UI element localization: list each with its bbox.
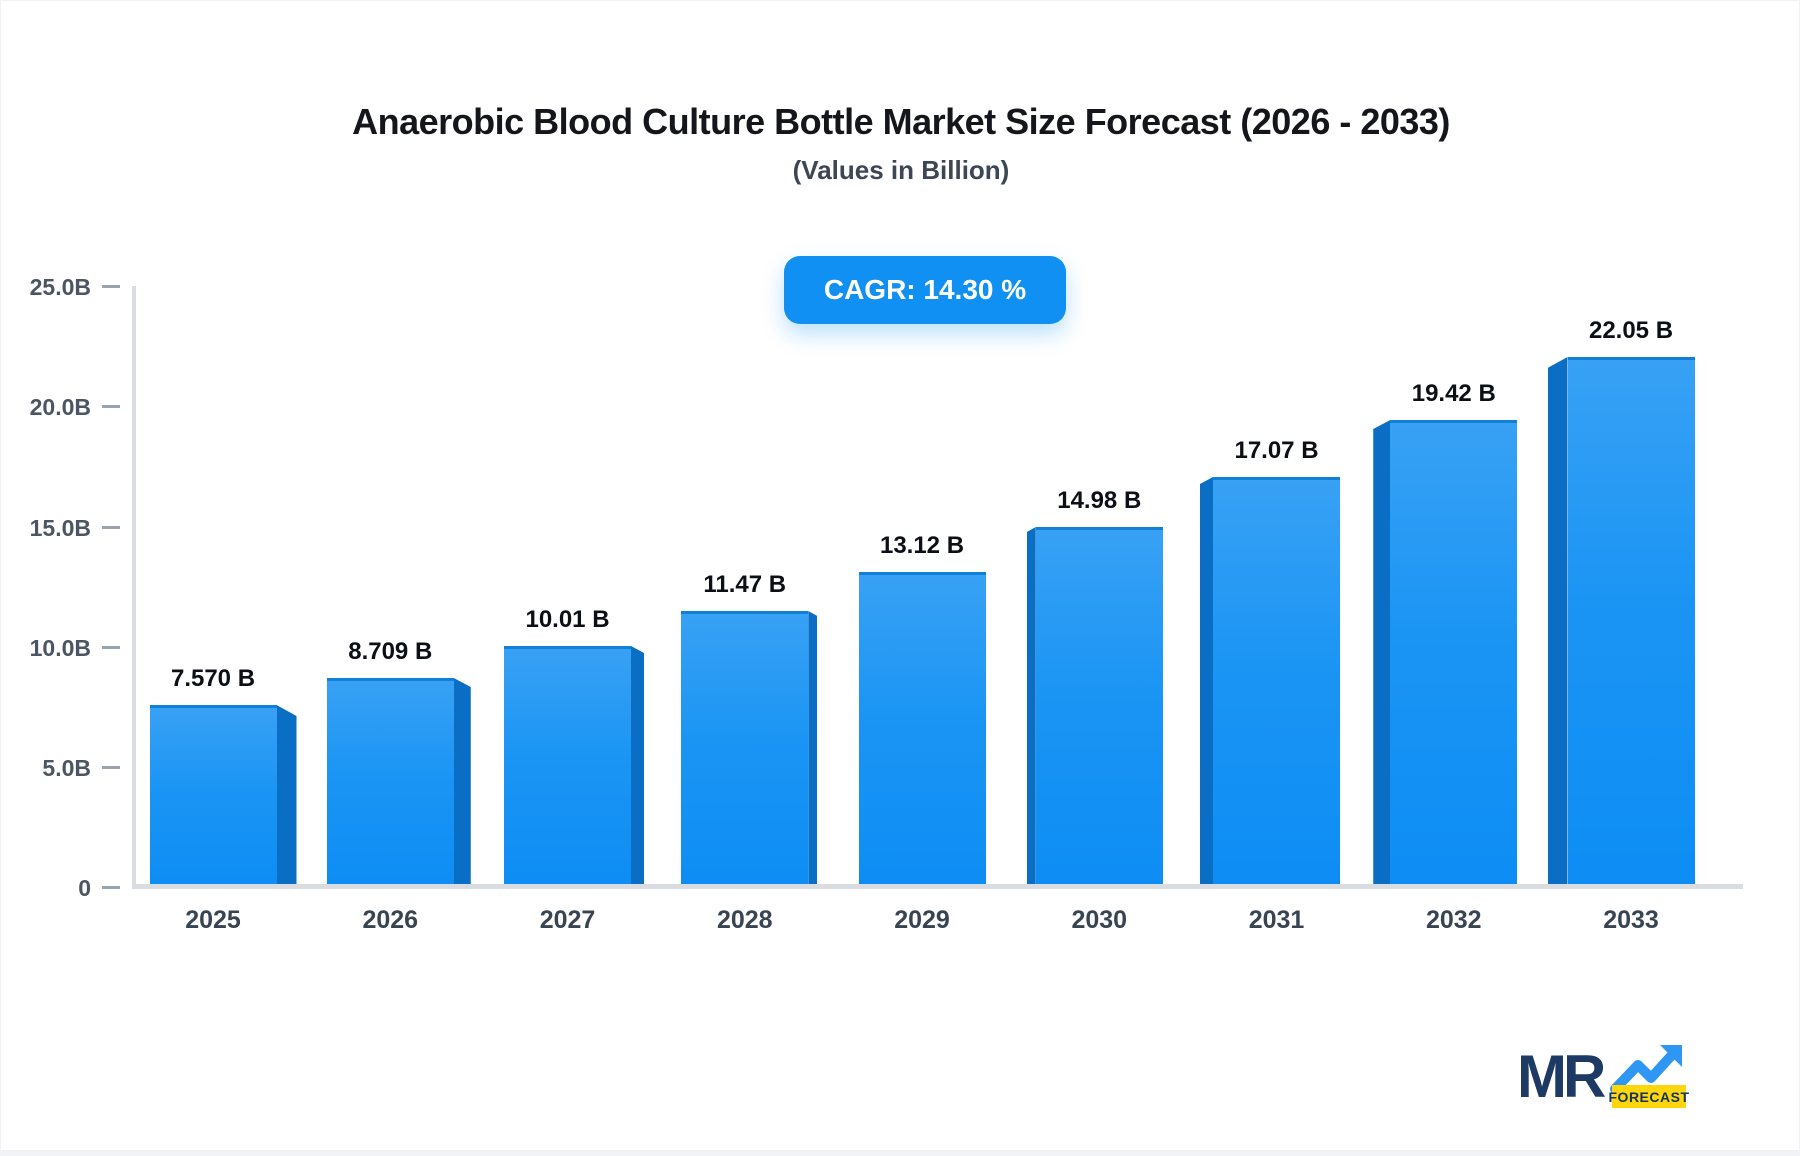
bar-side-2025 xyxy=(276,705,297,887)
logo-arrow-icon xyxy=(1610,1051,1676,1094)
x-axis-baseline xyxy=(132,884,1743,889)
y-tick-mark xyxy=(102,886,120,889)
bar-2033 xyxy=(1567,357,1695,887)
bar-value-label: 14.98 B xyxy=(1057,487,1142,514)
logo-mr-text: MR xyxy=(1519,1043,1606,1110)
y-tick-mark xyxy=(102,646,120,649)
mr-forecast-logo-graphic: MR FORECAST xyxy=(1517,1043,1690,1110)
mr-forecast-logo: MR FORECAST xyxy=(1517,1037,1690,1113)
y-tick-label: 20.0B xyxy=(29,394,91,420)
bar-side-2030 xyxy=(1026,527,1036,887)
bar-side-2028 xyxy=(808,611,818,887)
bar-value-label: 22.05 B xyxy=(1588,317,1674,344)
y-tick-mark xyxy=(102,405,120,408)
bar-side-2033 xyxy=(1547,357,1568,887)
chart-subtitle: (Values in Billion) xyxy=(792,155,1010,185)
y-tick-label: 15.0B xyxy=(29,515,91,541)
bar-value-label: 19.42 B xyxy=(1411,380,1496,407)
x-category-label: 2032 xyxy=(1425,906,1482,934)
bar-2027 xyxy=(504,646,631,887)
y-tick-label: 5.0B xyxy=(42,755,91,781)
bar-side-2026 xyxy=(453,678,471,887)
y-tick-label: 0 xyxy=(78,875,91,901)
bar-value-label: 13.12 B xyxy=(879,532,965,559)
x-category-label: 2030 xyxy=(1071,906,1128,934)
y-axis-line xyxy=(132,286,136,888)
bar-value-label: 11.47 B xyxy=(703,571,787,598)
x-category-label: 2033 xyxy=(1603,906,1659,934)
y-tick-mark xyxy=(102,285,120,288)
bar-2025 xyxy=(149,705,277,887)
x-category-label: 2029 xyxy=(894,906,950,934)
y-tick-mark xyxy=(102,526,120,529)
bar-2026 xyxy=(326,678,454,887)
bar-value-label: 8.709 B xyxy=(348,638,433,665)
bar-2030 xyxy=(1035,527,1163,887)
chart-title: Anaerobic Blood Culture Bottle Market Si… xyxy=(352,101,1450,142)
bar-2031 xyxy=(1213,477,1340,887)
bar-2028 xyxy=(681,611,809,887)
bar-side-2031 xyxy=(1200,477,1213,887)
x-category-label: 2025 xyxy=(185,906,241,934)
logo-forecast-box xyxy=(1612,1085,1686,1108)
logo-forecast-text: FORECAST xyxy=(1609,1089,1690,1105)
x-category-label: 2031 xyxy=(1248,906,1305,934)
y-tick-mark xyxy=(102,766,120,769)
bar-side-2032 xyxy=(1373,420,1391,887)
x-category-label: 2027 xyxy=(539,906,596,934)
x-category-label: 2026 xyxy=(362,906,419,934)
cagr-badge: CAGR: 14.30 % xyxy=(784,256,1066,324)
logo-arrowhead-icon xyxy=(1660,1045,1682,1067)
bar-2029 xyxy=(858,572,986,887)
y-tick-label: 25.0B xyxy=(29,274,91,300)
y-tick-label: 10.0B xyxy=(29,635,91,661)
bar-value-label: 10.01 B xyxy=(525,606,610,633)
bar-value-label: 7.570 B xyxy=(170,665,256,692)
bar-2032 xyxy=(1390,420,1518,887)
bar-side-2027 xyxy=(631,646,644,887)
bar-value-label: 17.07 B xyxy=(1234,437,1319,464)
x-category-label: 2028 xyxy=(716,906,773,934)
